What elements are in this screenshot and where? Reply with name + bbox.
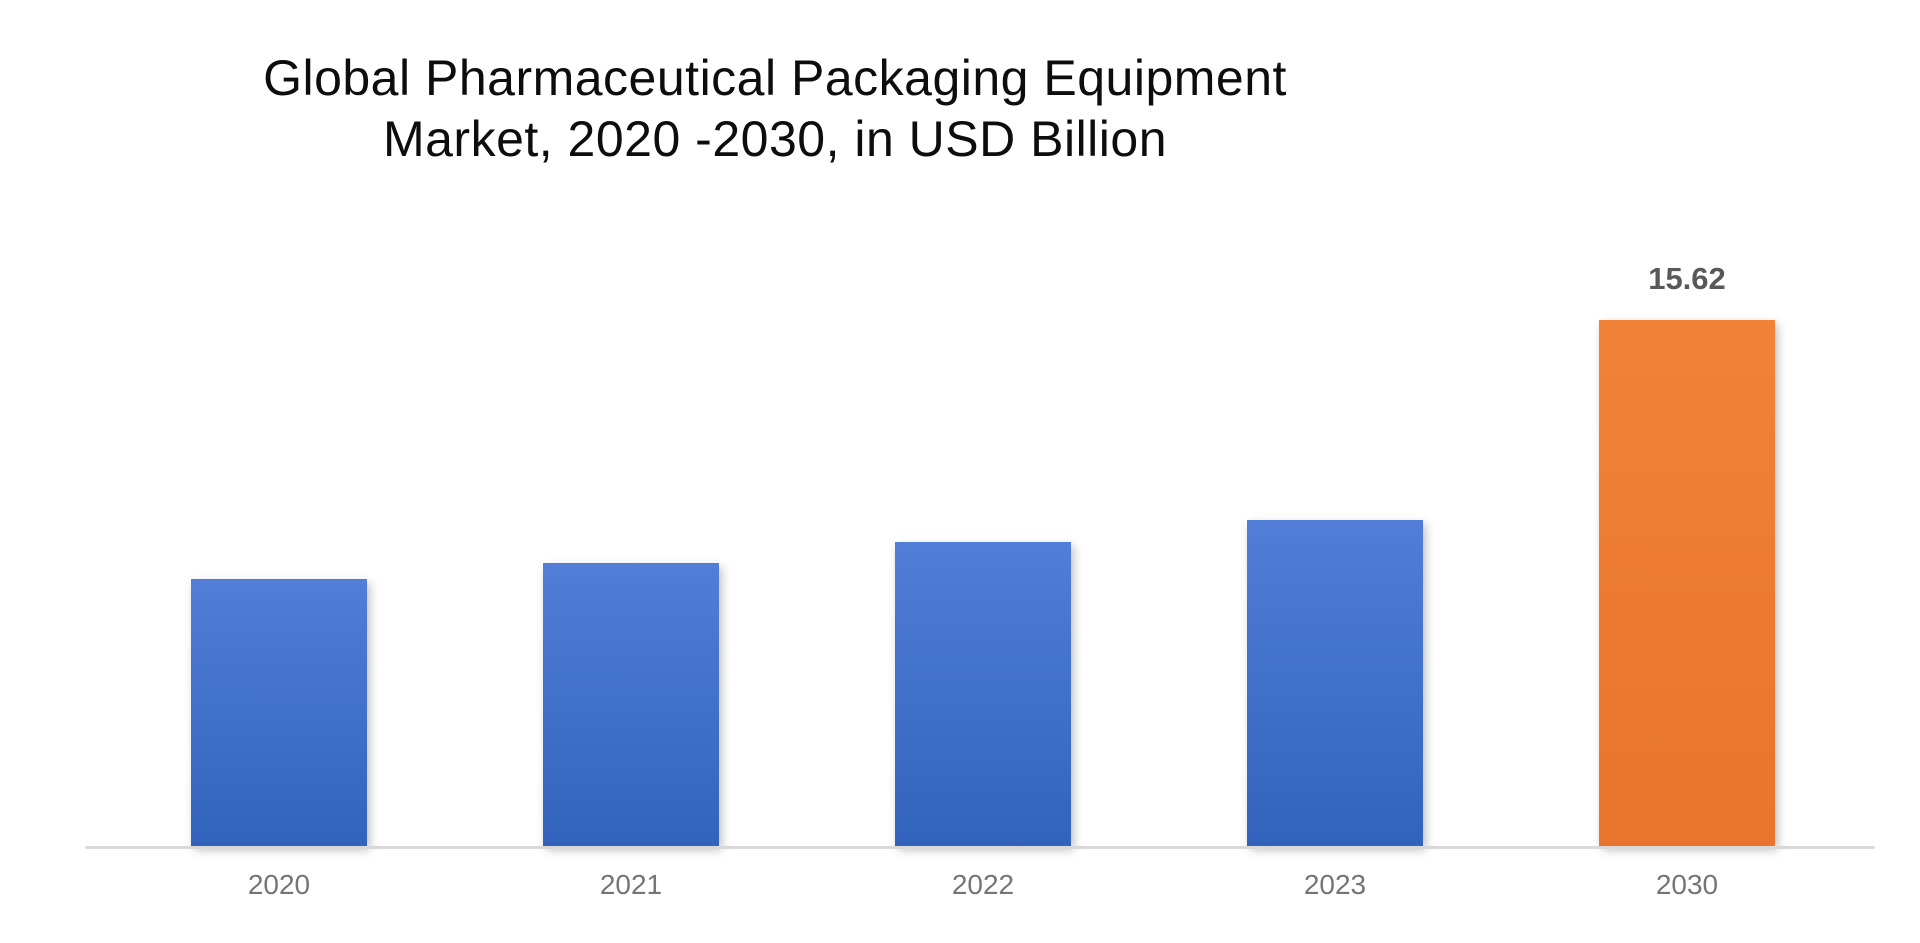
bar-2020: [191, 579, 367, 846]
x-axis-label-2020: 2020: [247, 869, 311, 900]
chart-title-line-1: Global Pharmaceutical Packaging Equipmen…: [263, 50, 1287, 106]
chart-title: Global Pharmaceutical Packaging Equipmen…: [0, 48, 1550, 170]
bar-2023: [1247, 520, 1423, 846]
bar-group-2022: [807, 180, 1159, 846]
bar-group-2030: 15.62: [1511, 180, 1863, 846]
bar-group-2020: [103, 180, 455, 846]
bar-2021: [543, 563, 719, 846]
bar-group-2021: [455, 180, 807, 846]
x-axis-label-2030: 2030: [1655, 869, 1719, 900]
x-axis-label-2022: 2022: [951, 869, 1015, 900]
x-axis-label-2023: 2023: [1303, 869, 1367, 900]
chart-title-line-2: Market, 2020 -2030, in USD Billion: [382, 111, 1168, 167]
x-axis-line: [85, 846, 1875, 849]
bar-group-2023: [1159, 180, 1511, 846]
bar-2030: [1599, 320, 1775, 846]
x-axis-label-2021: 2021: [599, 869, 663, 900]
x-axis-labels-row: 2020 2021 2022 2023 2030: [103, 869, 1863, 901]
bar-2022: [895, 542, 1071, 846]
plot-area: 15.62: [103, 180, 1863, 846]
bar-value-label-2030: 15.62: [1648, 261, 1726, 296]
